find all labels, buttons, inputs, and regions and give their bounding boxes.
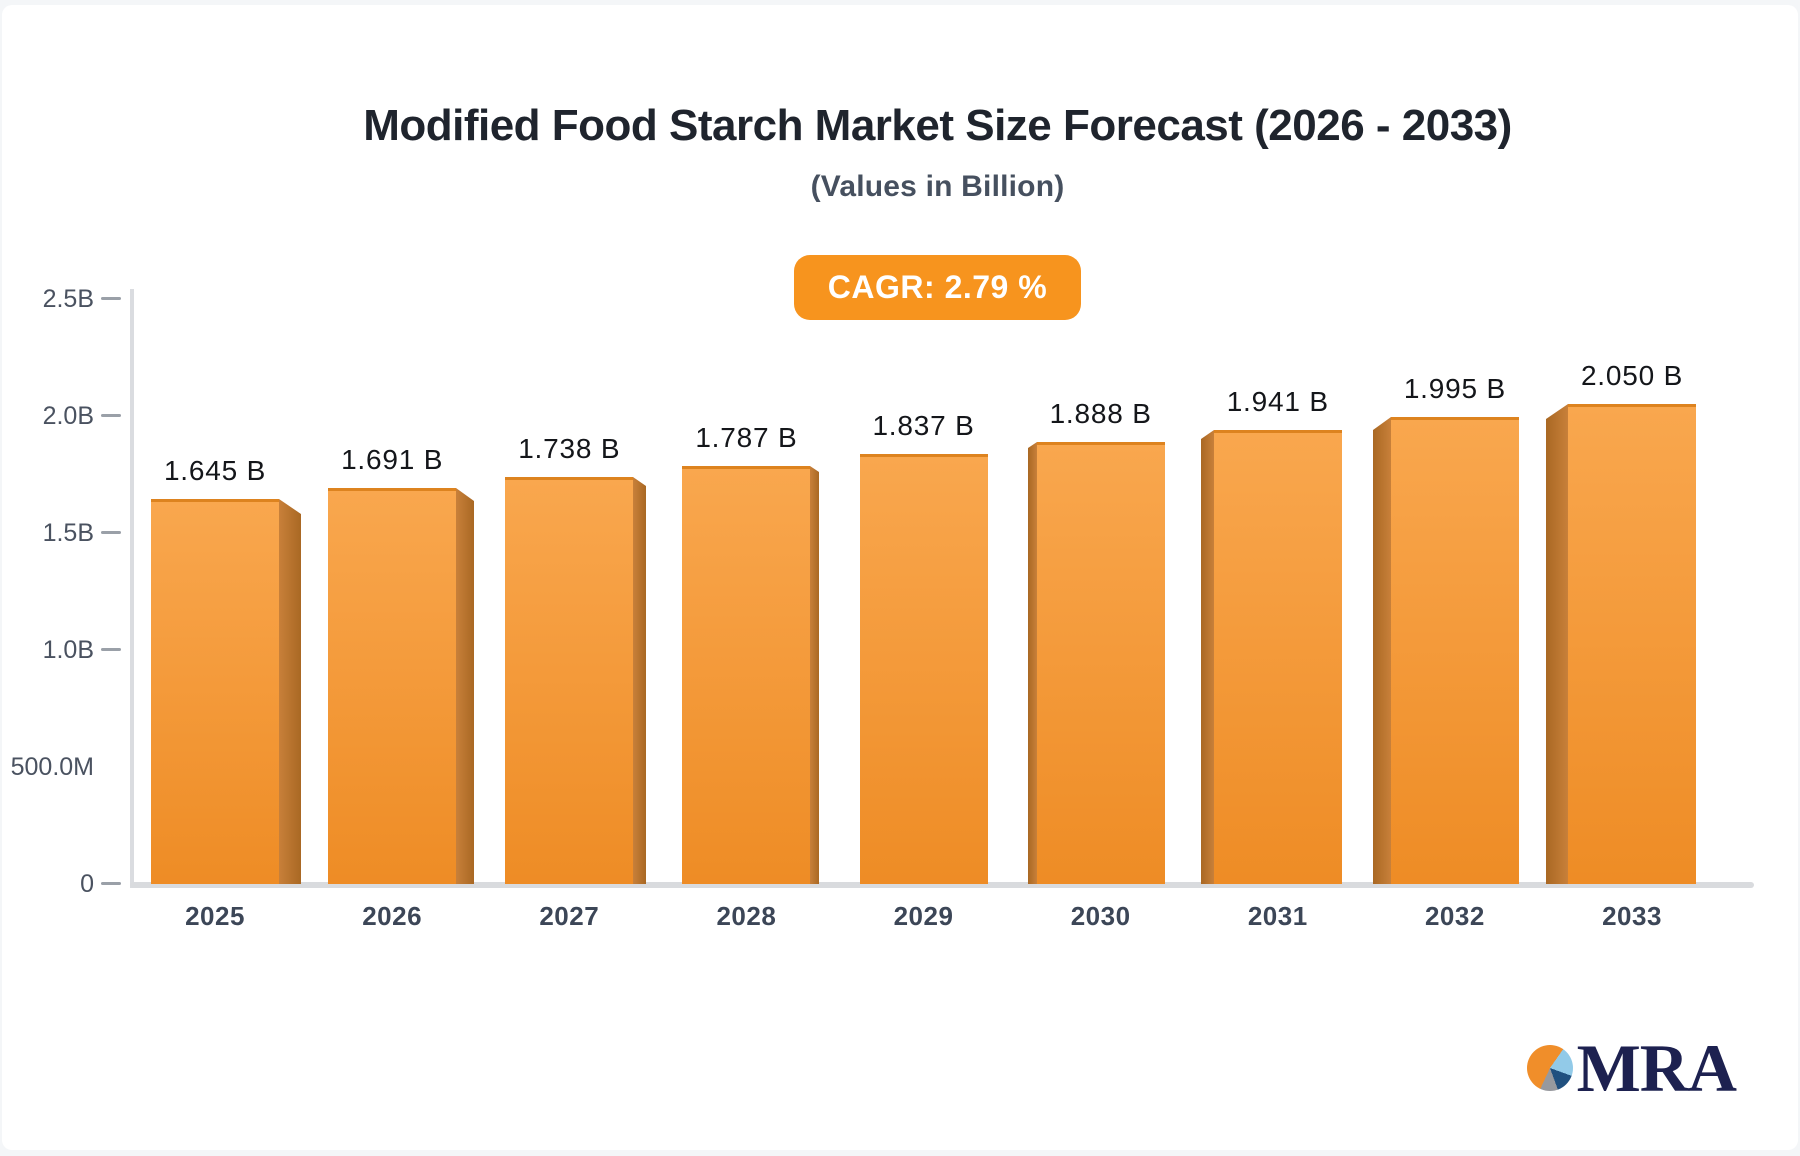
bar xyxy=(1214,430,1342,884)
y-tick-label: 1.0B xyxy=(42,636,94,664)
bar xyxy=(1391,417,1519,884)
bar-side-face xyxy=(456,488,474,884)
bar-side-face xyxy=(1546,404,1568,884)
y-tick-label: 2.5B xyxy=(42,285,94,313)
bar-value-label: 1.888 B xyxy=(1049,398,1152,429)
chart-card: Modified Food Starch Market Size Forecas… xyxy=(2,5,1798,1150)
y-tick-label: 1.5B xyxy=(42,519,94,547)
bar xyxy=(505,477,633,884)
brand-logo: MRA xyxy=(1526,1030,1737,1106)
cagr-badge-row: CAGR: 2.79 % xyxy=(132,255,1743,320)
x-tick-label: 2028 xyxy=(716,901,777,931)
bar xyxy=(328,488,456,884)
chart-stage: Modified Food Starch Market Size Forecas… xyxy=(2,5,1798,1150)
y-tick-mark xyxy=(101,414,121,417)
bar-value-label: 1.691 B xyxy=(341,444,444,475)
logo-pie-icon xyxy=(1526,1045,1573,1091)
chart-subtitle: (Values in Billion) xyxy=(810,170,1065,203)
bar-value-label: 1.645 B xyxy=(163,455,267,486)
x-tick-label: 2029 xyxy=(893,901,954,931)
bar-value-label: 1.995 B xyxy=(1403,373,1506,404)
x-tick-label: 2032 xyxy=(1424,901,1485,931)
y-tick-mark xyxy=(101,648,121,651)
bar-side-face xyxy=(1373,417,1391,884)
x-tick-label: 2030 xyxy=(1070,901,1131,931)
y-tick-mark xyxy=(101,882,121,885)
x-tick-label: 2033 xyxy=(1602,901,1662,931)
bar xyxy=(682,466,810,884)
y-tick-label: 2.0B xyxy=(42,402,94,430)
logo-text: MRA xyxy=(1576,1030,1737,1106)
y-tick-label: 0 xyxy=(80,870,94,898)
y-tick-mark xyxy=(101,297,121,300)
bar-side-face xyxy=(1028,442,1037,884)
bar-side-face xyxy=(810,466,819,884)
x-axis-baseline xyxy=(130,882,1754,888)
x-tick-label: 2025 xyxy=(185,901,245,931)
x-tick-label: 2027 xyxy=(539,901,600,931)
x-tick-label: 2031 xyxy=(1247,901,1308,931)
bar-side-face xyxy=(279,499,301,884)
bar-value-label: 1.787 B xyxy=(695,422,798,453)
page-title: Modified Food Starch Market Size Forecas… xyxy=(363,101,1512,150)
bar xyxy=(151,499,279,884)
bar-value-label: 1.738 B xyxy=(518,433,621,464)
bar xyxy=(1037,442,1165,884)
bar xyxy=(860,454,988,884)
bar xyxy=(1568,404,1696,884)
y-tick-mark xyxy=(101,531,121,534)
bar-side-face xyxy=(633,477,646,884)
bar-value-label: 2.050 B xyxy=(1580,360,1684,391)
cagr-badge: CAGR: 2.79 % xyxy=(793,255,1082,320)
y-axis-line xyxy=(130,289,134,888)
bar-value-label: 1.941 B xyxy=(1226,386,1329,417)
bar-side-face xyxy=(1201,430,1214,884)
y-tick-label: 500.0M xyxy=(10,753,94,781)
x-tick-label: 2026 xyxy=(362,901,423,931)
bar-value-label: 1.837 B xyxy=(872,410,975,441)
